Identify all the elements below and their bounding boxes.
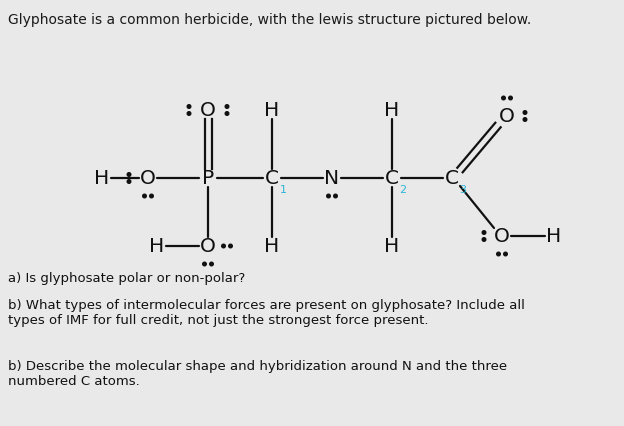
Circle shape xyxy=(222,245,225,248)
Circle shape xyxy=(229,245,232,248)
Circle shape xyxy=(327,195,330,199)
Text: H: H xyxy=(265,237,280,256)
Circle shape xyxy=(504,253,507,256)
Circle shape xyxy=(127,180,131,184)
Text: Glyphosate is a common herbicide, with the lewis structure pictured below.: Glyphosate is a common herbicide, with t… xyxy=(8,13,531,27)
Circle shape xyxy=(523,118,527,122)
Circle shape xyxy=(225,112,229,116)
Circle shape xyxy=(127,173,131,177)
Text: b) Describe the molecular shape and hybridization around N and the three
numbere: b) Describe the molecular shape and hybr… xyxy=(8,359,507,387)
Text: a) Is glyphosate polar or non-polar?: a) Is glyphosate polar or non-polar? xyxy=(8,271,245,284)
Circle shape xyxy=(187,106,191,109)
Circle shape xyxy=(482,231,486,235)
Circle shape xyxy=(225,106,229,109)
Circle shape xyxy=(502,97,505,101)
Circle shape xyxy=(203,262,207,266)
Text: O: O xyxy=(140,169,156,188)
Circle shape xyxy=(210,262,213,266)
Text: H: H xyxy=(384,237,399,256)
Circle shape xyxy=(150,195,154,199)
Text: P: P xyxy=(202,169,214,188)
Circle shape xyxy=(143,195,146,199)
Text: O: O xyxy=(494,227,510,246)
Text: C: C xyxy=(265,169,279,188)
Circle shape xyxy=(523,112,527,115)
Circle shape xyxy=(334,195,338,199)
Text: H: H xyxy=(384,101,399,120)
Text: H: H xyxy=(547,227,562,246)
Text: H: H xyxy=(94,169,110,188)
Circle shape xyxy=(509,97,512,101)
Circle shape xyxy=(497,253,500,256)
Text: N: N xyxy=(324,169,339,188)
Text: C: C xyxy=(445,169,459,188)
Text: 3: 3 xyxy=(459,184,467,195)
Text: O: O xyxy=(200,237,216,256)
Text: C: C xyxy=(385,169,399,188)
Text: O: O xyxy=(200,101,216,120)
Text: 2: 2 xyxy=(399,184,407,195)
Text: 1: 1 xyxy=(280,184,286,195)
Text: b) What types of intermolecular forces are present on glyphosate? Include all
ty: b) What types of intermolecular forces a… xyxy=(8,298,525,326)
Circle shape xyxy=(187,112,191,116)
Text: H: H xyxy=(149,237,165,256)
Circle shape xyxy=(482,238,486,242)
Text: O: O xyxy=(499,107,515,126)
Text: H: H xyxy=(265,101,280,120)
